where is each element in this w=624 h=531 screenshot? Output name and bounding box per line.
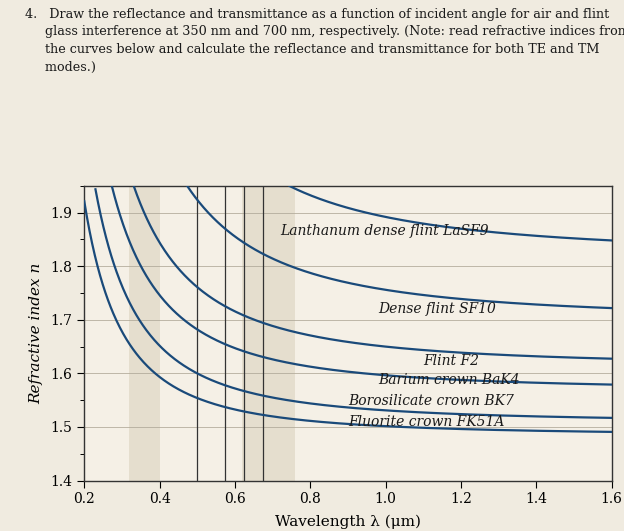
X-axis label: Wavelength λ (μm): Wavelength λ (μm) <box>275 515 421 529</box>
Text: Flint F2: Flint F2 <box>423 354 479 368</box>
Bar <box>242 186 295 481</box>
Text: Fluorite crown FK51A: Fluorite crown FK51A <box>348 415 504 429</box>
Text: Lanthanum dense flint LaSF9: Lanthanum dense flint LaSF9 <box>280 225 489 238</box>
Text: 4.   Draw the reflectance and transmittance as a function of incident angle for : 4. Draw the reflectance and transmittanc… <box>25 8 624 73</box>
Text: Dense flint SF10: Dense flint SF10 <box>378 302 496 316</box>
Y-axis label: Refractive index n: Refractive index n <box>29 262 44 404</box>
Bar <box>129 186 160 481</box>
Text: Borosilicate crown BK7: Borosilicate crown BK7 <box>348 394 514 408</box>
Text: Barium crown BaK4: Barium crown BaK4 <box>378 373 520 387</box>
